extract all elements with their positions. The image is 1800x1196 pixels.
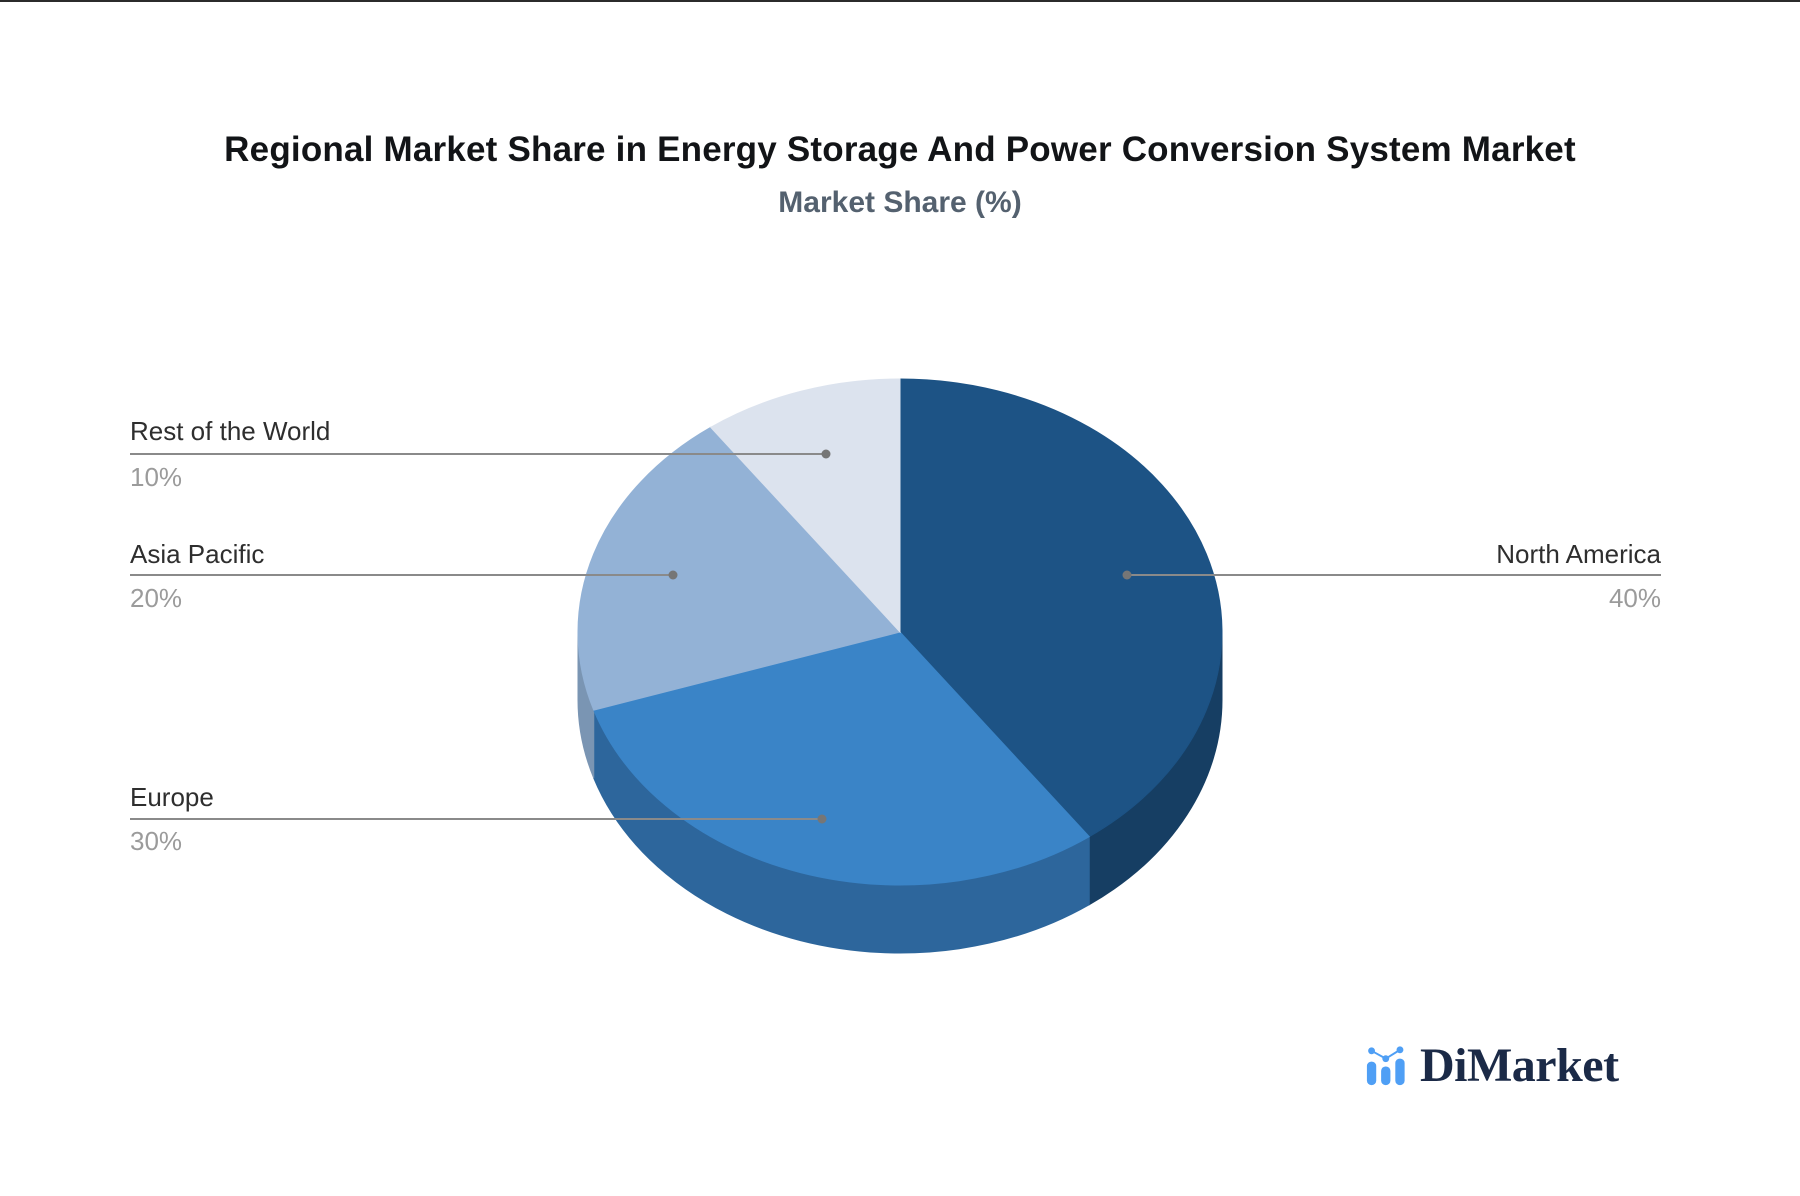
pie-slice-europe[interactable] [593,631,1091,886]
page-subtitle: Market Share (%) [778,186,1022,219]
pie-slice-asia-pacific[interactable] [577,426,901,711]
slice-value-rest-of-world: 10% [130,462,183,492]
leader-dot-europe [817,814,827,824]
slice-value-asia-pacific: 20% [130,583,183,613]
slice-label-asia-pacific: Asia Pacific [130,539,265,569]
page-title: Regional Market Share in Energy Storage … [224,130,1576,169]
slice-label-north-america: North America [1496,539,1661,569]
slice-value-north-america: 40% [1608,583,1661,613]
dimarket-logo: DiMarket [1363,1039,1619,1092]
bar-chart-trendline-icon [1366,1046,1405,1086]
leader-dot-rest-of-the-world [821,449,831,459]
pie-slice-north-america[interactable] [899,378,1223,838]
slice-value-europe: 30% [130,826,183,856]
slice-label-europe: Europe [130,782,214,812]
leader-dot-north-america [1122,570,1132,580]
pie-slice-rest-of-the-world[interactable] [709,378,901,634]
logo-wordmark: DiMarket [1420,1039,1619,1092]
leader-dot-asia-pacific [668,570,678,580]
slice-label-rest-of-world: Rest of the World [130,416,331,446]
